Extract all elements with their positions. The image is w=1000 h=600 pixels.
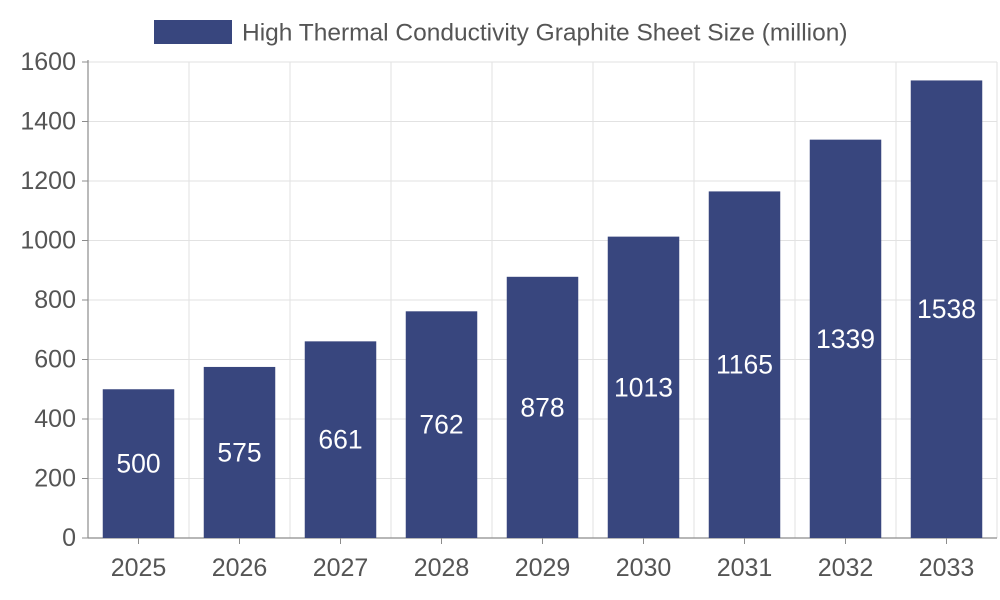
svg-text:2031: 2031: [717, 554, 773, 582]
svg-text:1400: 1400: [20, 108, 76, 136]
svg-text:1013: 1013: [614, 372, 673, 402]
svg-text:0: 0: [62, 524, 76, 552]
svg-text:500: 500: [116, 449, 160, 479]
svg-text:2025: 2025: [111, 554, 167, 582]
svg-text:1600: 1600: [20, 48, 76, 76]
svg-text:878: 878: [520, 392, 564, 422]
svg-text:2033: 2033: [919, 554, 975, 582]
svg-text:200: 200: [34, 465, 76, 493]
svg-text:600: 600: [34, 346, 76, 374]
svg-text:800: 800: [34, 286, 76, 314]
svg-text:1200: 1200: [20, 167, 76, 195]
svg-text:1339: 1339: [816, 324, 875, 354]
svg-text:1165: 1165: [716, 350, 773, 380]
svg-text:1000: 1000: [20, 227, 76, 255]
svg-text:High Thermal Conductivity Grap: High Thermal Conductivity Graphite Sheet…: [242, 20, 848, 47]
svg-text:762: 762: [419, 410, 463, 440]
svg-text:2027: 2027: [313, 554, 369, 582]
svg-text:2028: 2028: [414, 554, 470, 582]
svg-text:1538: 1538: [917, 294, 976, 324]
svg-text:400: 400: [34, 405, 76, 433]
svg-text:2029: 2029: [515, 554, 571, 582]
svg-text:2026: 2026: [212, 554, 268, 582]
svg-text:2032: 2032: [818, 554, 874, 582]
svg-text:2030: 2030: [616, 554, 672, 582]
svg-text:661: 661: [318, 425, 362, 455]
svg-text:575: 575: [217, 437, 261, 467]
